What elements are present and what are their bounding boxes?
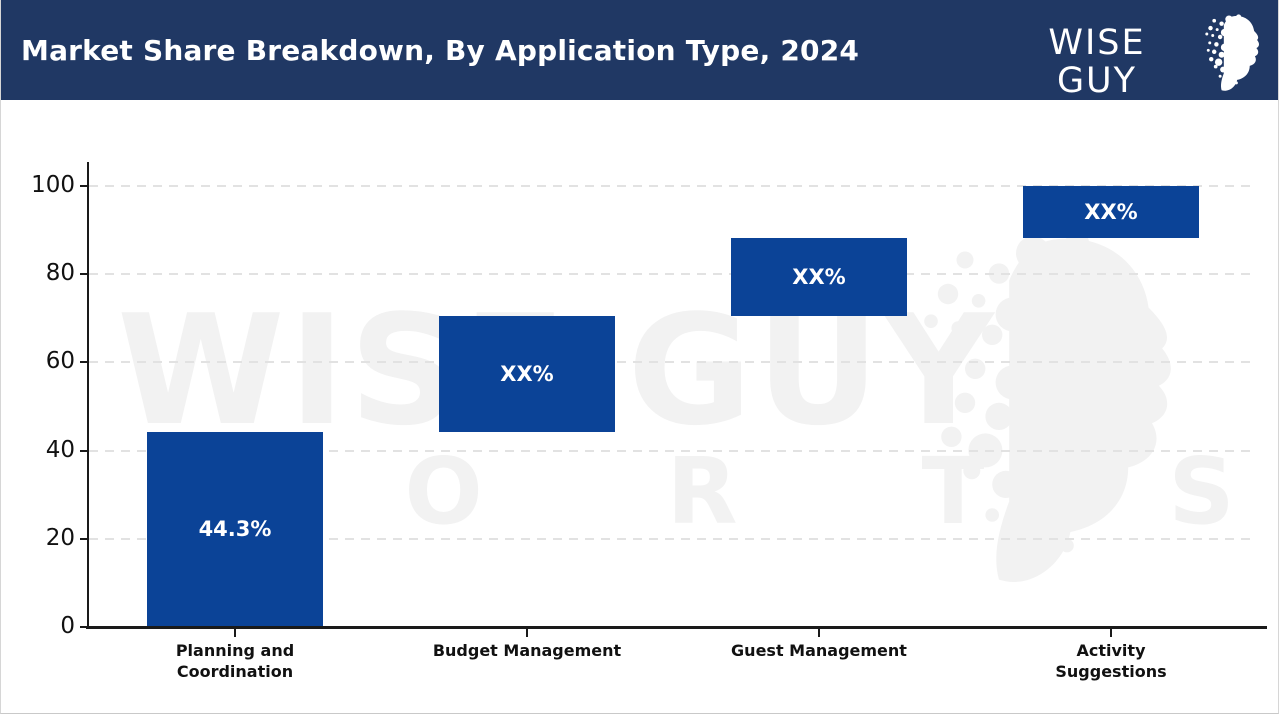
page-title: Market Share Breakdown, By Application T… (21, 33, 860, 67)
x-axis-tick-mark (526, 629, 528, 637)
x-axis-category-label: Planning and Coordination (175, 641, 295, 681)
y-axis-tick-mark (80, 449, 87, 452)
y-axis-tick-label: 80 (45, 260, 75, 287)
logo-subtitle: R E P O R T S (1027, 102, 1175, 130)
bar: 44.3% (147, 431, 323, 627)
x-axis-tick-mark (818, 629, 820, 637)
x-axis-tick-mark (234, 629, 236, 637)
watermark-face-icon (924, 231, 1171, 582)
y-axis-line (87, 162, 89, 629)
gridline (89, 361, 1254, 364)
y-axis-tick-mark (80, 626, 87, 628)
wise-guy-logo: WISE GUY R E P O R T S (1006, 6, 1266, 130)
y-axis-tick-label: 0 (60, 613, 75, 639)
x-axis-category-label: Guest Management (731, 641, 907, 660)
y-axis-tick-label: 40 (45, 436, 75, 463)
bar-value-label: XX% (500, 361, 554, 386)
bar-value-label: 44.3% (198, 517, 272, 542)
gridline (89, 273, 1254, 276)
bar: XX% (439, 316, 615, 432)
header: Market Share Breakdown, By Application T… (1, 0, 1278, 130)
wise-guy-face-icon (1205, 14, 1260, 91)
logo-wordmark: WISE GUY (1048, 23, 1146, 101)
x-axis-tick-mark (1110, 629, 1112, 637)
bar-value-label: XX% (792, 265, 846, 290)
chart-area: WISE GUY P O R T S 0 20 40 60 80 100 44.3% Plan… (1, 100, 1278, 713)
gridline (89, 449, 1254, 452)
gridline (89, 185, 1254, 187)
x-axis-line (86, 626, 1267, 629)
bar-value-label: XX% (1084, 200, 1138, 225)
y-axis-tick-mark (80, 361, 87, 364)
bar: XX% (1023, 186, 1199, 239)
bar: XX% (731, 238, 907, 317)
y-axis-tick-label: 60 (45, 348, 75, 375)
y-axis-tick-label: 20 (45, 524, 75, 551)
gridline (89, 537, 1254, 540)
x-axis-category-label: Activity Suggestions (1055, 641, 1167, 681)
y-axis-tick-label: 100 (31, 172, 75, 198)
x-axis-category-label: Budget Management (432, 641, 622, 660)
y-axis-tick-mark (80, 273, 87, 276)
logo-text: WISE GUY R E P O R T S (1006, 24, 1188, 130)
y-axis-tick-mark (80, 537, 87, 540)
y-axis-tick-mark (80, 185, 87, 187)
